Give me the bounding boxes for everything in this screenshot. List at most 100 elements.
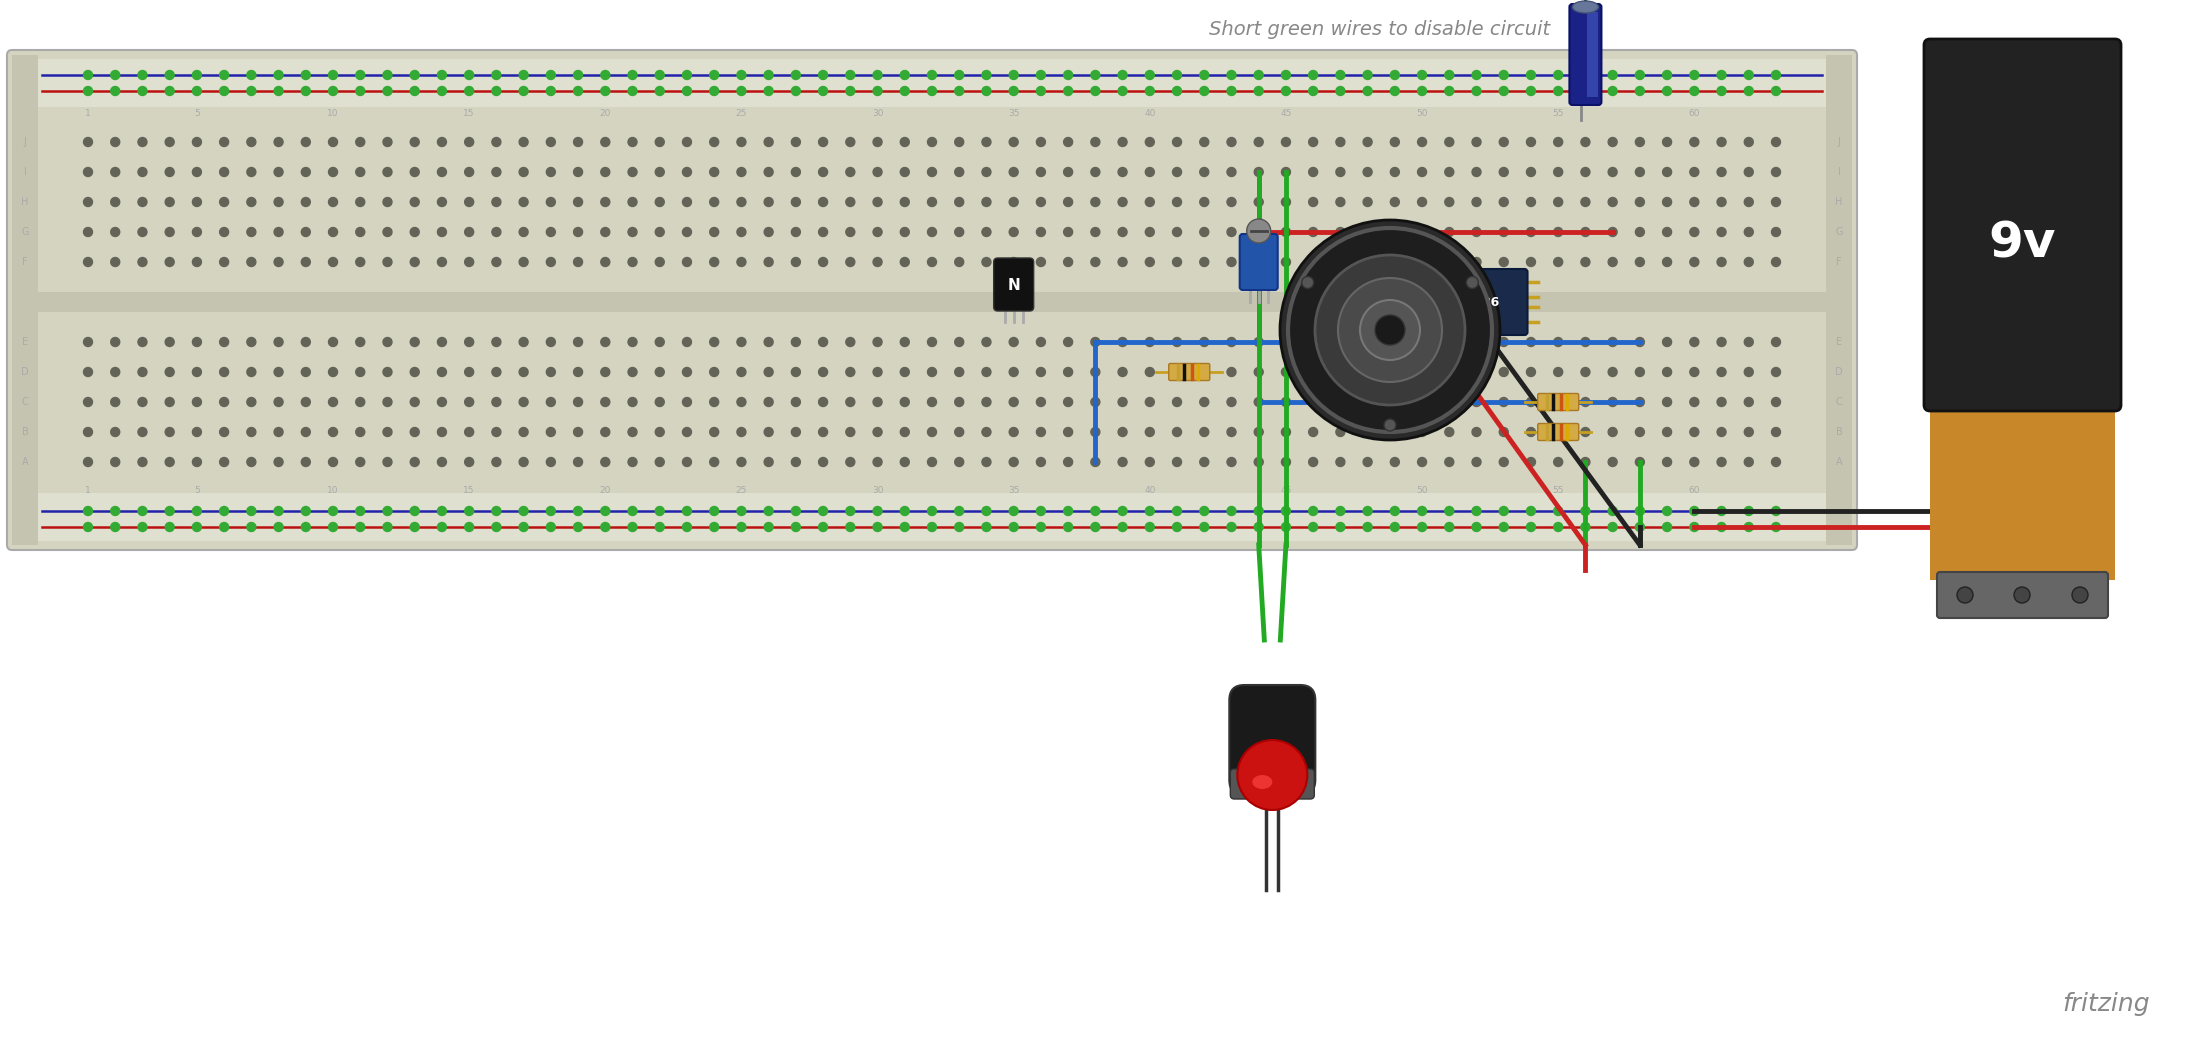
- Circle shape: [655, 337, 664, 347]
- Text: fritzing: fritzing: [2063, 992, 2151, 1016]
- Circle shape: [220, 137, 229, 147]
- Circle shape: [1717, 398, 1726, 406]
- Circle shape: [1253, 337, 1262, 347]
- Circle shape: [220, 398, 229, 406]
- Circle shape: [928, 398, 937, 406]
- Circle shape: [737, 523, 745, 532]
- Circle shape: [1064, 523, 1073, 532]
- Circle shape: [682, 71, 690, 79]
- Circle shape: [710, 523, 719, 532]
- Circle shape: [954, 257, 963, 266]
- Circle shape: [1744, 71, 1753, 79]
- Circle shape: [165, 337, 174, 347]
- Circle shape: [710, 137, 719, 147]
- Circle shape: [1227, 398, 1236, 406]
- Circle shape: [928, 86, 937, 96]
- Circle shape: [1772, 257, 1781, 266]
- Circle shape: [110, 337, 119, 347]
- Text: F: F: [1836, 257, 1843, 266]
- Bar: [1588, 12, 1599, 97]
- Circle shape: [519, 168, 528, 177]
- Circle shape: [1717, 337, 1726, 347]
- Circle shape: [1471, 457, 1480, 466]
- Circle shape: [682, 507, 690, 515]
- Circle shape: [792, 86, 800, 96]
- Circle shape: [1689, 457, 1700, 466]
- Circle shape: [1581, 507, 1590, 515]
- Circle shape: [629, 367, 638, 377]
- Circle shape: [1201, 71, 1209, 79]
- Circle shape: [1607, 86, 1616, 96]
- Circle shape: [737, 86, 745, 96]
- Circle shape: [1335, 507, 1346, 515]
- FancyBboxPatch shape: [1427, 269, 1528, 335]
- Circle shape: [1581, 71, 1590, 79]
- Circle shape: [1636, 168, 1645, 177]
- Circle shape: [1445, 228, 1454, 236]
- Circle shape: [954, 71, 963, 79]
- Circle shape: [600, 257, 609, 266]
- Circle shape: [1662, 168, 1671, 177]
- Circle shape: [1445, 367, 1454, 377]
- Circle shape: [655, 257, 664, 266]
- Circle shape: [1315, 255, 1465, 405]
- Circle shape: [1772, 507, 1781, 515]
- Circle shape: [983, 398, 992, 406]
- Circle shape: [763, 457, 774, 466]
- Circle shape: [1227, 428, 1236, 436]
- Circle shape: [1091, 86, 1100, 96]
- Circle shape: [1526, 71, 1535, 79]
- Circle shape: [899, 337, 908, 347]
- Circle shape: [600, 398, 609, 406]
- Circle shape: [1282, 198, 1291, 206]
- Circle shape: [356, 367, 365, 377]
- Circle shape: [1253, 257, 1262, 266]
- Circle shape: [275, 168, 284, 177]
- Circle shape: [1383, 418, 1396, 431]
- Circle shape: [464, 168, 473, 177]
- Circle shape: [328, 257, 336, 266]
- Circle shape: [1091, 398, 1100, 406]
- Circle shape: [84, 507, 92, 515]
- Circle shape: [710, 428, 719, 436]
- FancyBboxPatch shape: [1537, 424, 1579, 440]
- Circle shape: [356, 337, 365, 347]
- Circle shape: [1471, 228, 1480, 236]
- Circle shape: [1289, 228, 1491, 432]
- Circle shape: [1526, 428, 1535, 436]
- Circle shape: [1036, 457, 1045, 466]
- Circle shape: [1363, 257, 1372, 266]
- Circle shape: [1308, 71, 1317, 79]
- Circle shape: [1227, 507, 1236, 515]
- Circle shape: [1581, 198, 1590, 206]
- Circle shape: [873, 198, 882, 206]
- Circle shape: [1036, 86, 1045, 96]
- FancyBboxPatch shape: [1168, 363, 1209, 381]
- Circle shape: [165, 523, 174, 532]
- Circle shape: [246, 507, 255, 515]
- Circle shape: [301, 198, 310, 206]
- Circle shape: [1689, 198, 1700, 206]
- Circle shape: [847, 257, 855, 266]
- Circle shape: [246, 428, 255, 436]
- Circle shape: [682, 137, 690, 147]
- Circle shape: [110, 428, 119, 436]
- Circle shape: [1526, 523, 1535, 532]
- Circle shape: [1445, 86, 1454, 96]
- Circle shape: [629, 257, 638, 266]
- Circle shape: [356, 198, 365, 206]
- Circle shape: [1282, 507, 1291, 515]
- Text: J: J: [1838, 137, 1841, 147]
- Circle shape: [545, 228, 556, 236]
- Circle shape: [1091, 507, 1100, 515]
- Circle shape: [1091, 257, 1100, 266]
- Circle shape: [818, 398, 827, 406]
- Circle shape: [1744, 137, 1753, 147]
- Circle shape: [1526, 86, 1535, 96]
- Circle shape: [1390, 86, 1399, 96]
- Circle shape: [1526, 257, 1535, 266]
- Circle shape: [519, 457, 528, 466]
- Circle shape: [1581, 398, 1590, 406]
- Circle shape: [1744, 228, 1753, 236]
- Text: B: B: [22, 427, 29, 437]
